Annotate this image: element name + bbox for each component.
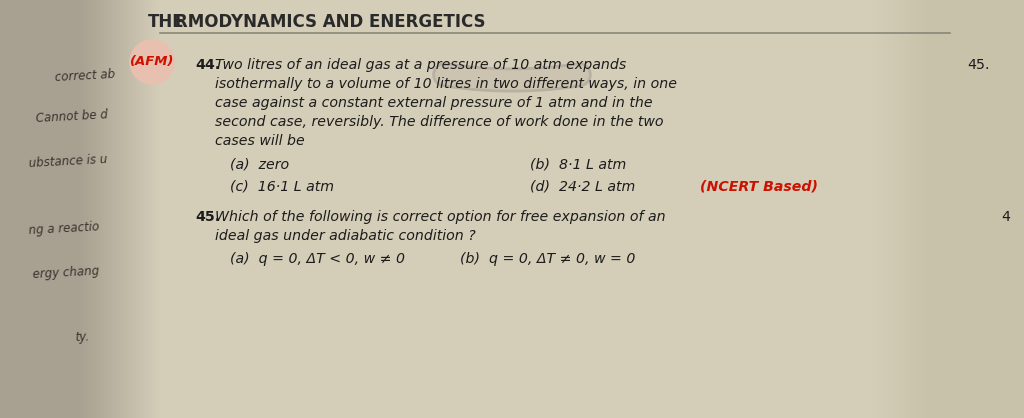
Text: THE: THE [148, 13, 184, 31]
Text: ng a reactio: ng a reactio [29, 220, 100, 237]
FancyBboxPatch shape [0, 0, 80, 418]
Text: RMODYNAMICS AND ENERGETICS: RMODYNAMICS AND ENERGETICS [175, 13, 485, 31]
Circle shape [130, 40, 174, 84]
Text: ubstance is u: ubstance is u [29, 153, 108, 170]
Text: cases will be: cases will be [215, 134, 305, 148]
Text: case against a constant external pressure of 1 atm and in the: case against a constant external pressur… [215, 96, 652, 110]
Text: 44.: 44. [195, 58, 220, 72]
Text: (c)  16·1 L atm: (c) 16·1 L atm [230, 179, 334, 193]
Text: ty.: ty. [75, 330, 90, 344]
Text: second case, reversibly. The difference of work done in the two: second case, reversibly. The difference … [215, 115, 664, 129]
FancyBboxPatch shape [870, 0, 1024, 418]
Text: (a)  q = 0, ΔT < 0, w ≠ 0: (a) q = 0, ΔT < 0, w ≠ 0 [230, 252, 406, 266]
Text: Which of the following is correct option for free expansion of an: Which of the following is correct option… [215, 210, 666, 224]
Text: (NCERT Based): (NCERT Based) [700, 179, 818, 193]
Text: (d)  24·2 L atm: (d) 24·2 L atm [530, 179, 635, 193]
Text: 4: 4 [1001, 210, 1010, 224]
Text: (a)  zero: (a) zero [230, 157, 289, 171]
Text: Cannot be d: Cannot be d [35, 108, 108, 125]
Text: 45.: 45. [968, 58, 990, 72]
Text: 45.: 45. [195, 210, 220, 224]
Text: (AFM): (AFM) [130, 56, 174, 69]
Text: (b)  q = 0, ΔT ≠ 0, w = 0: (b) q = 0, ΔT ≠ 0, w = 0 [460, 252, 635, 266]
Text: (b)  8·1 L atm: (b) 8·1 L atm [530, 157, 627, 171]
Text: Two litres of an ideal gas at a pressure of 10 atm expands: Two litres of an ideal gas at a pressure… [215, 58, 627, 72]
Text: correct ab: correct ab [54, 68, 115, 84]
Text: ideal gas under adiabatic condition ?: ideal gas under adiabatic condition ? [215, 229, 476, 243]
Text: ergy chang: ergy chang [33, 265, 100, 281]
Text: isothermally to a volume of 10 litres in two different ways, in one: isothermally to a volume of 10 litres in… [215, 77, 677, 91]
